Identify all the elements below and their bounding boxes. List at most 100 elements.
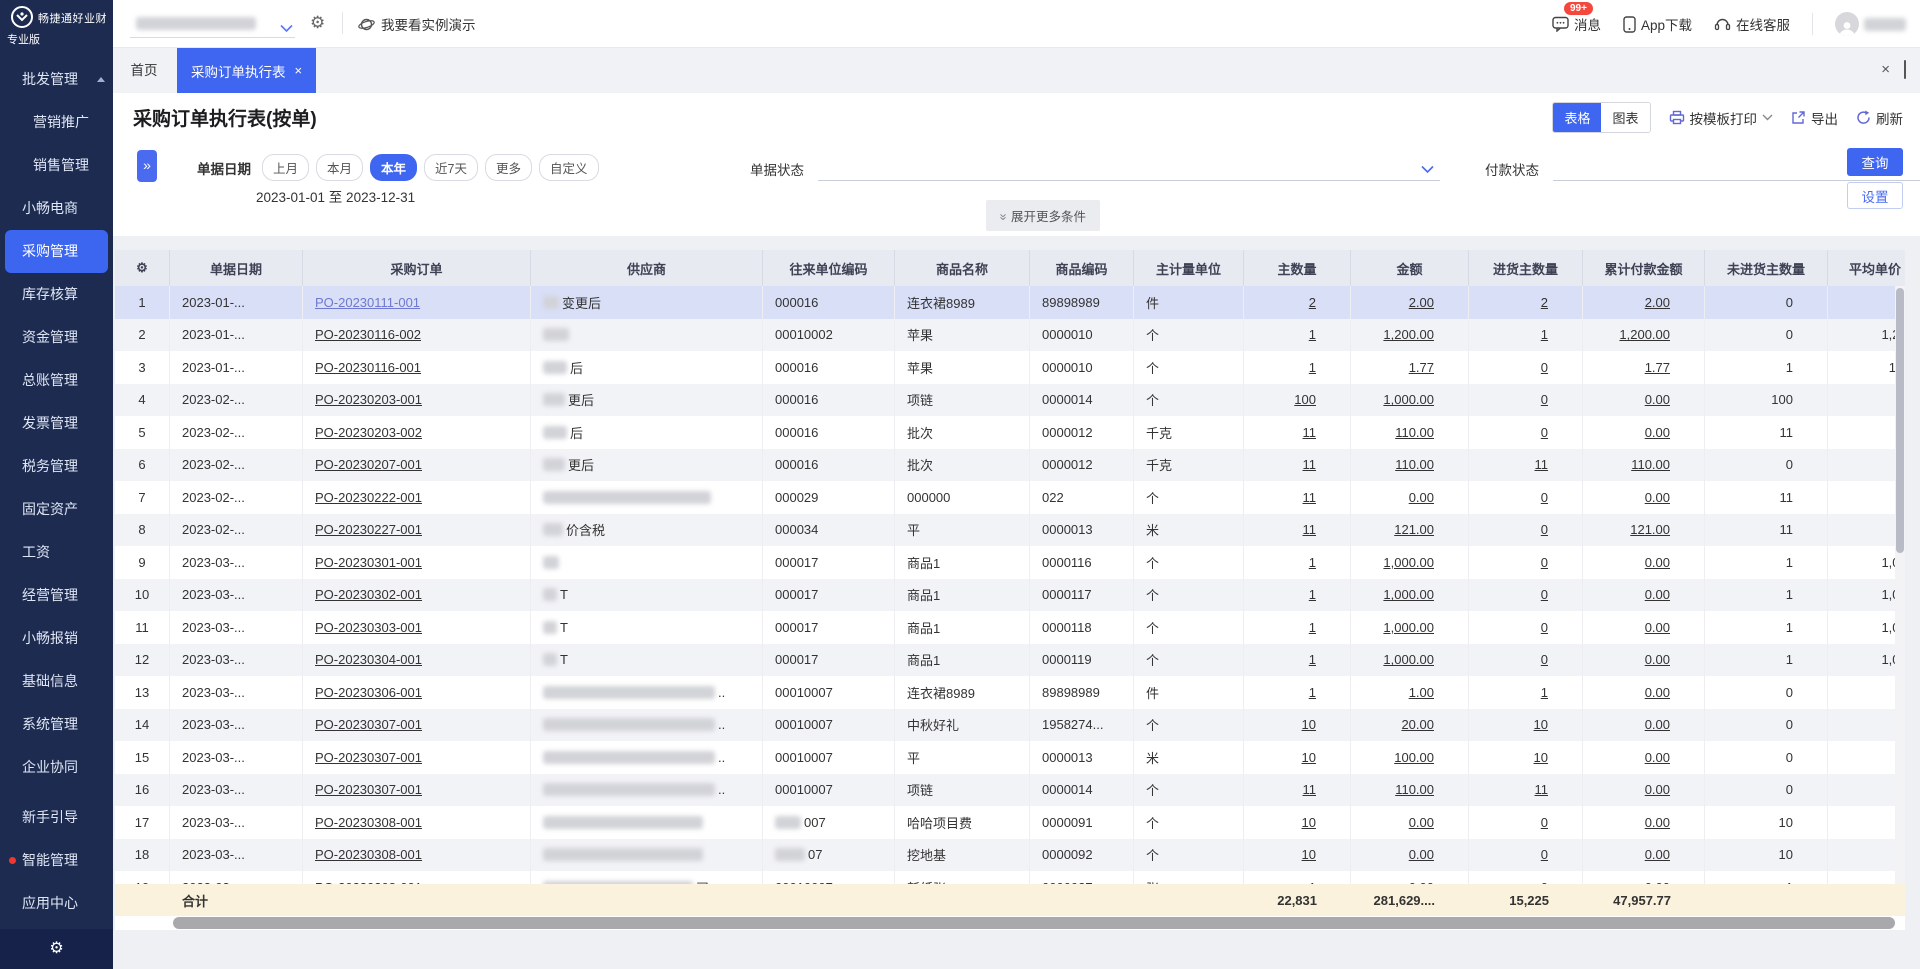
date-range-value[interactable]: 2023-01-01 至 2023-12-31 — [256, 190, 416, 205]
cell-inqty[interactable]: 0 — [1469, 578, 1583, 611]
cell-po[interactable]: PO-20230306-001 — [303, 676, 531, 709]
table-row[interactable]: 5 2023-02-... PO-20230203-002 后 000016 批次 0000… — [115, 416, 1905, 449]
cell-amount[interactable]: 110.00 — [1351, 448, 1469, 481]
date-pill[interactable]: 更多 — [485, 154, 533, 181]
cell-inqty[interactable]: 10 — [1469, 708, 1583, 741]
cell-amount[interactable]: 2.00 — [1351, 286, 1469, 319]
cell-qty[interactable]: 10 — [1244, 838, 1351, 871]
cell-inqty[interactable]: 0 — [1469, 383, 1583, 416]
cell-qty[interactable]: 1 — [1244, 318, 1351, 351]
cell-qty[interactable]: 100 — [1244, 383, 1351, 416]
print-by-template-button[interactable]: 按模板打印 — [1669, 108, 1774, 128]
cell-amount[interactable]: 1,000.00 — [1351, 643, 1469, 676]
cell-po[interactable]: PO-20230308-001 — [303, 838, 531, 871]
cell-qty[interactable]: 10 — [1244, 741, 1351, 774]
cell-po[interactable]: PO-20230301-001 — [303, 546, 531, 579]
table-row[interactable]: 9 2023-03-... PO-20230301-001 000017 商品1 0000… — [115, 546, 1905, 579]
cell-inqty[interactable]: 0 — [1469, 481, 1583, 514]
refresh-button[interactable]: 刷新 — [1856, 108, 1903, 128]
company-selector[interactable] — [130, 12, 295, 38]
table-row[interactable]: 3 2023-01-... PO-20230116-001 后 000016 苹果 0000… — [115, 351, 1905, 384]
cell-qty[interactable]: 1 — [1244, 578, 1351, 611]
cell-inqty[interactable]: 0 — [1469, 351, 1583, 384]
cell-amount[interactable]: 1.77 — [1351, 351, 1469, 384]
demo-link[interactable]: 我要看实例演示 — [358, 14, 476, 34]
sidebar-item[interactable]: 小畅电商 — [22, 200, 78, 216]
cell-paid[interactable]: 2.00 — [1583, 286, 1705, 319]
table-row[interactable]: 18 2023-03-... PO-20230308-001 07 挖地基 0000092… — [115, 838, 1905, 871]
cell-paid[interactable]: 121.00 — [1583, 513, 1705, 546]
cell-qty[interactable]: 1 — [1244, 546, 1351, 579]
cell-inqty[interactable]: 0 — [1469, 416, 1583, 449]
cell-amount[interactable]: 100.00 — [1351, 741, 1469, 774]
cell-amount[interactable]: 1.00 — [1351, 676, 1469, 709]
cell-paid[interactable]: 0.00 — [1583, 546, 1705, 579]
column-settings-gear-icon[interactable]: ⚙ — [115, 250, 170, 286]
cell-po[interactable]: PO-20230307-001 — [303, 741, 531, 774]
cell-paid[interactable]: 0.00 — [1583, 871, 1705, 884]
vertical-scrollbar[interactable] — [1895, 286, 1905, 884]
sidebar-item[interactable]: 新手引导 — [22, 809, 78, 825]
cell-po[interactable]: PO-20230116-001 — [303, 351, 531, 384]
cell-amount[interactable]: 20.00 — [1351, 708, 1469, 741]
online-support-button[interactable]: 在线客服 — [1714, 14, 1790, 34]
sidebar-item[interactable]: 系统管理 — [22, 716, 78, 732]
cell-amount[interactable]: 0.00 — [1351, 481, 1469, 514]
cell-inqty[interactable]: 0 — [1469, 546, 1583, 579]
cell-paid[interactable]: 1.77 — [1583, 351, 1705, 384]
cell-paid[interactable]: 0.00 — [1583, 806, 1705, 839]
cell-paid[interactable]: 0.00 — [1583, 773, 1705, 806]
cell-inqty[interactable]: 10 — [1469, 741, 1583, 774]
sidebar-item[interactable]: 发票管理 — [22, 415, 78, 431]
table-row[interactable]: 13 2023-03-... PO-20230306-001.. 00010007 连衣… — [115, 676, 1905, 709]
table-row[interactable]: 17 2023-03-... PO-20230308-001 007 哈哈项目费 0000… — [115, 806, 1905, 839]
cell-amount[interactable]: 110.00 — [1351, 416, 1469, 449]
cell-amount[interactable]: 1,000.00 — [1351, 611, 1469, 644]
cell-qty[interactable]: 1 — [1244, 676, 1351, 709]
cell-inqty[interactable]: 0 — [1469, 838, 1583, 871]
cell-po[interactable]: PO-20230307-001 — [303, 708, 531, 741]
cell-qty[interactable]: 1 — [1244, 611, 1351, 644]
cell-paid[interactable]: 0.00 — [1583, 578, 1705, 611]
query-button[interactable]: 查询 — [1847, 148, 1903, 176]
cell-po[interactable]: PO-20230302-001 — [303, 578, 531, 611]
sidebar-item[interactable]: 企业协同 — [22, 759, 78, 775]
horizontal-scrollbar[interactable] — [115, 916, 1905, 930]
cell-paid[interactable]: 1,200.00 — [1583, 318, 1705, 351]
collapse-filters-button[interactable]: » — [137, 150, 157, 182]
cell-amount[interactable]: 0.00 — [1351, 806, 1469, 839]
cell-po[interactable]: PO-20230203-002 — [303, 416, 531, 449]
sidebar-item[interactable]: 基础信息 — [22, 673, 78, 689]
settings-button[interactable]: 设置 — [1847, 182, 1903, 209]
cell-qty[interactable]: 1 — [1244, 351, 1351, 384]
messages-button[interactable]: 99+ 消息 — [1552, 2, 1601, 34]
cell-po[interactable]: PO-20230308-001 — [303, 806, 531, 839]
cell-qty[interactable]: 11 — [1244, 416, 1351, 449]
cell-inqty[interactable]: 11 — [1469, 448, 1583, 481]
cell-paid[interactable]: 0.00 — [1583, 416, 1705, 449]
sidebar-item[interactable]: 经营管理 — [22, 587, 78, 603]
table-row[interactable]: 15 2023-03-... PO-20230307-001.. 00010007 平 0… — [115, 741, 1905, 774]
date-pill[interactable]: 近7天 — [424, 154, 478, 181]
sidebar-gear-icon[interactable]: ⚙ — [0, 929, 113, 969]
cell-qty[interactable]: 10 — [1244, 806, 1351, 839]
table-row[interactable]: 192023-03-...PO-20230308-001司00010007新纸张… — [115, 871, 1905, 884]
date-pill[interactable]: 自定义 — [539, 154, 599, 181]
date-pill[interactable]: 本月 — [316, 154, 364, 181]
cell-amount[interactable]: 0.00 — [1351, 871, 1469, 884]
cell-amount[interactable]: 0.00 — [1351, 838, 1469, 871]
cell-inqty[interactable]: 0 — [1469, 643, 1583, 676]
cell-po[interactable]: PO-20230111-001 — [303, 286, 531, 319]
user-account[interactable] — [1835, 12, 1906, 36]
cell-inqty[interactable]: 0 — [1469, 611, 1583, 644]
export-button[interactable]: 导出 — [1791, 108, 1838, 128]
sidebar-item[interactable]: 资金管理 — [22, 329, 78, 345]
sidebar-item[interactable]: 库存核算 — [22, 286, 78, 302]
cell-paid[interactable]: 0.00 — [1583, 643, 1705, 676]
cell-qty[interactable]: 11 — [1244, 448, 1351, 481]
cell-po[interactable]: PO-20230222-001 — [303, 481, 531, 514]
cell-po[interactable]: PO-20230207-001 — [303, 448, 531, 481]
cell-qty[interactable]: 1 — [1244, 643, 1351, 676]
table-row[interactable]: 4 2023-02-... PO-20230203-001 更后 000016 项链 000… — [115, 383, 1905, 416]
cell-po[interactable]: PO-20230203-001 — [303, 383, 531, 416]
